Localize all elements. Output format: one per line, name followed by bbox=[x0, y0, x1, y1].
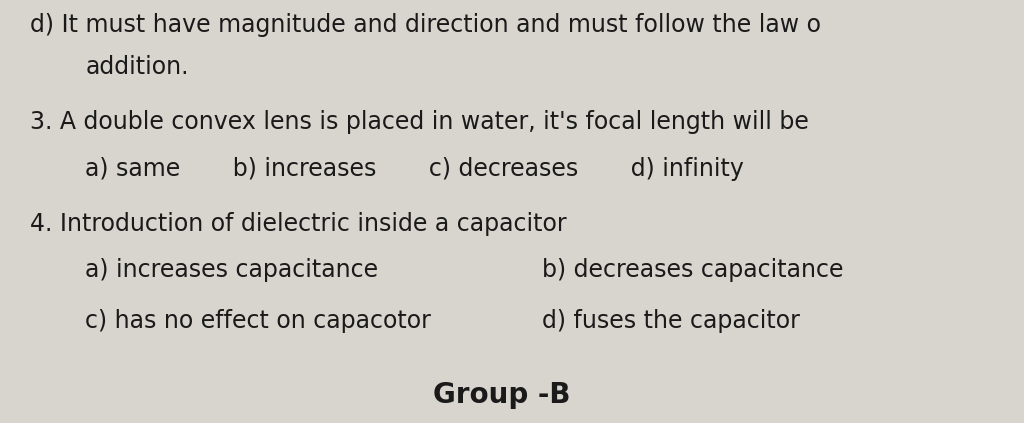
Text: d) It must have magnitude and direction and must follow the law o: d) It must have magnitude and direction … bbox=[30, 13, 821, 37]
Text: a) increases capacitance: a) increases capacitance bbox=[85, 258, 378, 282]
Text: 4. Introduction of dielectric inside a capacitor: 4. Introduction of dielectric inside a c… bbox=[30, 212, 566, 236]
Text: b) decreases capacitance: b) decreases capacitance bbox=[542, 258, 843, 282]
Text: c) has no effect on capacotor: c) has no effect on capacotor bbox=[85, 309, 431, 333]
Text: a) same       b) increases       c) decreases       d) infinity: a) same b) increases c) decreases d) inf… bbox=[85, 157, 744, 181]
Text: Group -B: Group -B bbox=[433, 381, 570, 409]
Text: addition.: addition. bbox=[85, 55, 188, 79]
Text: 3. A double convex lens is placed in water, it's focal length will be: 3. A double convex lens is placed in wat… bbox=[30, 110, 809, 134]
Text: d) fuses the capacitor: d) fuses the capacitor bbox=[542, 309, 800, 333]
